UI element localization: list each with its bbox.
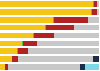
Bar — [91, 9, 92, 15]
Bar — [45, 25, 46, 30]
Bar — [0, 17, 53, 23]
Bar — [0, 56, 12, 62]
Bar — [37, 41, 99, 46]
Bar — [0, 9, 91, 15]
Bar — [18, 56, 93, 62]
Bar — [54, 17, 88, 23]
Bar — [17, 48, 18, 54]
Bar — [97, 1, 99, 7]
Bar — [74, 25, 99, 30]
Bar — [94, 1, 97, 7]
Bar — [33, 33, 34, 38]
Bar — [18, 48, 28, 54]
Bar — [46, 25, 74, 30]
Bar — [0, 64, 5, 70]
Bar — [0, 1, 93, 7]
Bar — [0, 25, 45, 30]
Bar — [80, 64, 85, 70]
Bar — [8, 64, 80, 70]
Bar — [5, 64, 8, 70]
Bar — [85, 64, 99, 70]
Bar — [0, 41, 22, 46]
Bar — [88, 17, 99, 23]
Bar — [0, 33, 33, 38]
Bar — [97, 9, 99, 15]
Bar — [34, 33, 54, 38]
Bar — [0, 48, 17, 54]
Bar — [92, 9, 97, 15]
Bar — [54, 33, 99, 38]
Bar — [12, 56, 18, 62]
Bar — [23, 41, 37, 46]
Bar — [93, 1, 94, 7]
Bar — [28, 48, 99, 54]
Bar — [22, 41, 23, 46]
Bar — [53, 17, 54, 23]
Bar — [93, 56, 99, 62]
